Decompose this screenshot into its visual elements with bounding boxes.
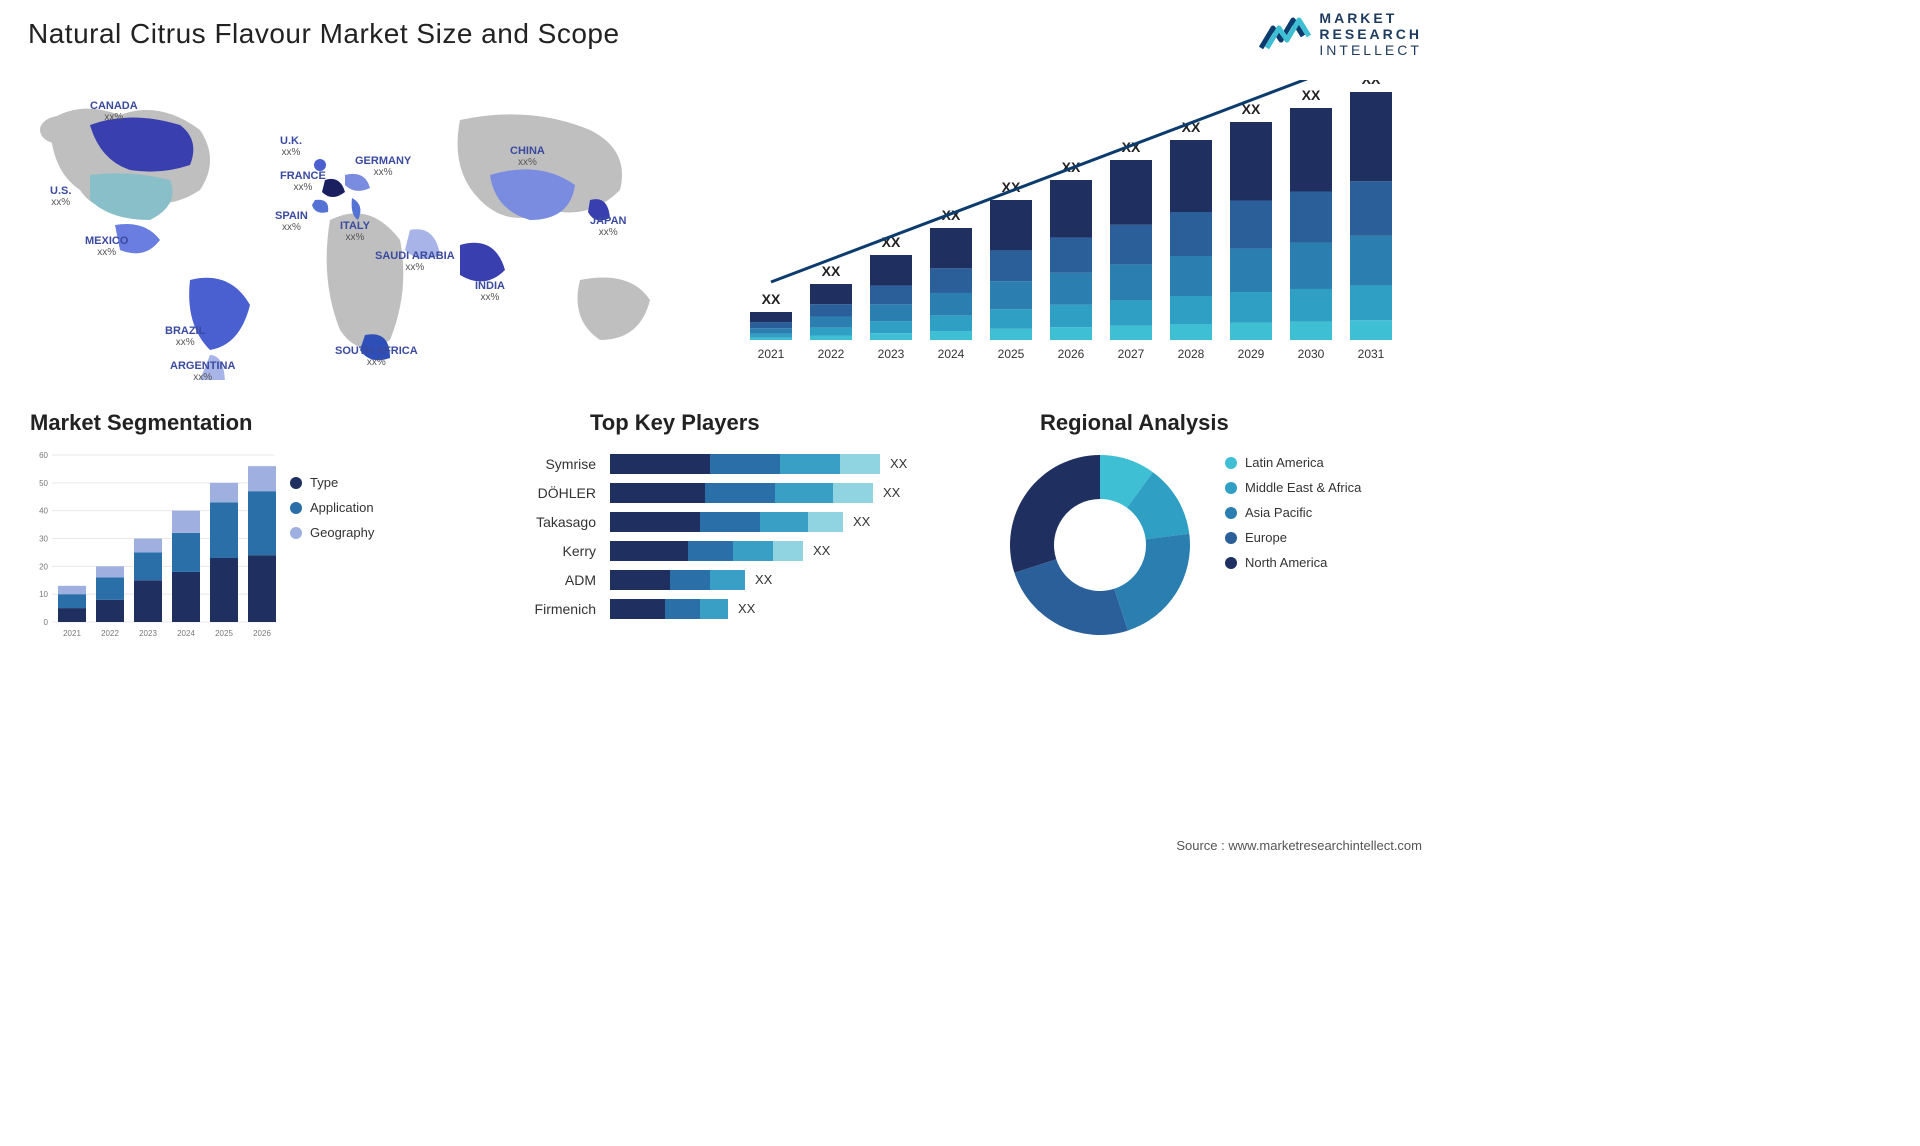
svg-text:2030: 2030 — [1298, 347, 1325, 361]
svg-text:2027: 2027 — [1118, 347, 1145, 361]
map-india — [460, 243, 505, 282]
logo-text: MARKET RESEARCH INTELLECT — [1319, 10, 1422, 58]
legend-item: Type — [290, 475, 374, 490]
player-bar: XX — [610, 541, 980, 561]
svg-text:2023: 2023 — [139, 629, 157, 638]
players-section: Top Key Players SymriseXXDÖHLERXXTakasag… — [460, 410, 980, 640]
player-bar: XX — [610, 454, 980, 474]
player-row: Firmenich XX — [460, 597, 980, 620]
svg-text:10: 10 — [39, 590, 48, 599]
svg-text:2023: 2023 — [878, 347, 905, 361]
svg-text:2025: 2025 — [998, 347, 1025, 361]
player-value: XX — [738, 601, 755, 616]
svg-text:2022: 2022 — [101, 629, 119, 638]
player-name: Firmenich — [460, 601, 610, 617]
player-value: XX — [813, 543, 830, 558]
player-name: Symrise — [460, 456, 610, 472]
player-name: ADM — [460, 572, 610, 588]
player-value: XX — [883, 485, 900, 500]
player-bar: XX — [610, 570, 980, 590]
svg-text:XX: XX — [1362, 80, 1381, 87]
svg-text:2022: 2022 — [818, 347, 845, 361]
player-value: XX — [853, 514, 870, 529]
map-label: SOUTH AFRICAxx% — [335, 345, 418, 368]
player-name: Takasago — [460, 514, 610, 530]
svg-text:20: 20 — [39, 562, 48, 571]
segmentation-title: Market Segmentation — [30, 410, 253, 436]
players-title: Top Key Players — [590, 410, 760, 436]
player-row: ADM XX — [460, 568, 980, 591]
players-list: SymriseXXDÖHLERXXTakasagoXXKerryXXADMXXF… — [460, 452, 980, 626]
player-row: Kerry XX — [460, 539, 980, 562]
svg-text:2024: 2024 — [938, 347, 965, 361]
svg-text:0: 0 — [44, 618, 49, 627]
map-us — [90, 173, 173, 220]
svg-text:2026: 2026 — [253, 629, 271, 638]
regional-legend: Latin America Middle East & Africa Asia Pa… — [1225, 455, 1361, 580]
svg-text:2024: 2024 — [177, 629, 195, 638]
svg-text:2021: 2021 — [63, 629, 81, 638]
svg-text:XX: XX — [822, 263, 841, 279]
svg-text:XX: XX — [762, 291, 781, 307]
source-text: Source : www.marketresearchintellect.com — [1176, 838, 1422, 853]
map-label: FRANCExx% — [280, 170, 326, 193]
map-label: ITALYxx% — [340, 220, 370, 243]
player-row: Takasago XX — [460, 510, 980, 533]
legend-item: Europe — [1225, 530, 1361, 545]
growth-chart: XX2021XX2022XX2023XX2024XX2025XX2026XX20… — [740, 80, 1420, 375]
player-row: Symrise XX — [460, 452, 980, 475]
map-label: CANADAxx% — [90, 100, 138, 123]
svg-text:2021: 2021 — [758, 347, 785, 361]
player-value: XX — [755, 572, 772, 587]
world-map: CANADAxx% U.S.xx% MEXICOxx% BRAZILxx% ARGENT… — [30, 80, 710, 380]
map-label: GERMANYxx% — [355, 155, 411, 178]
legend-item: Geography — [290, 525, 374, 540]
player-value: XX — [890, 456, 907, 471]
player-name: Kerry — [460, 543, 610, 559]
player-bar: XX — [610, 512, 980, 532]
map-label: MEXICOxx% — [85, 235, 128, 258]
player-name: DÖHLER — [460, 485, 610, 501]
page-title: Natural Citrus Flavour Market Size and S… — [28, 18, 620, 50]
regional-section: Regional Analysis Latin America Middle Ea… — [1000, 410, 1430, 640]
legend-item: Asia Pacific — [1225, 505, 1361, 520]
svg-text:50: 50 — [39, 479, 48, 488]
map-label: U.S.xx% — [50, 185, 71, 208]
map-label: JAPANxx% — [590, 215, 626, 238]
player-bar: XX — [610, 483, 980, 503]
map-label: CHINAxx% — [510, 145, 545, 168]
player-row: DÖHLER XX — [460, 481, 980, 504]
regional-donut — [1000, 445, 1200, 645]
svg-text:60: 60 — [39, 451, 48, 460]
svg-text:2029: 2029 — [1238, 347, 1265, 361]
svg-text:2028: 2028 — [1178, 347, 1205, 361]
map-label: SAUDI ARABIAxx% — [375, 250, 455, 273]
legend-item: Application — [290, 500, 374, 515]
map-label: SPAINxx% — [275, 210, 308, 233]
legend-item: Latin America — [1225, 455, 1361, 470]
svg-text:2025: 2025 — [215, 629, 233, 638]
map-label: U.K.xx% — [280, 135, 302, 158]
map-label: ARGENTINAxx% — [170, 360, 235, 383]
legend-item: North America — [1225, 555, 1361, 570]
segmentation-section: Market Segmentation 0 10 20 30 40 50 60 2021 202… — [30, 410, 450, 640]
segmentation-chart: 0 10 20 30 40 50 60 2021 2022 2023 2024 2025 2026 — [30, 450, 280, 640]
svg-text:2031: 2031 — [1358, 347, 1385, 361]
map-label: BRAZILxx% — [165, 325, 205, 348]
svg-text:2026: 2026 — [1058, 347, 1085, 361]
svg-text:30: 30 — [39, 535, 48, 544]
logo-icon — [1259, 14, 1311, 54]
legend-item: Middle East & Africa — [1225, 480, 1361, 495]
growth-chart-svg: XX2021XX2022XX2023XX2024XX2025XX2026XX20… — [740, 80, 1420, 375]
player-bar: XX — [610, 599, 980, 619]
map-spain — [312, 200, 328, 213]
svg-text:XX: XX — [1302, 87, 1321, 103]
segmentation-legend: Type Application Geography — [290, 475, 374, 550]
regional-title: Regional Analysis — [1040, 410, 1229, 436]
brand-logo: MARKET RESEARCH INTELLECT — [1259, 10, 1422, 58]
svg-text:40: 40 — [39, 507, 48, 516]
map-label: INDIAxx% — [475, 280, 505, 303]
